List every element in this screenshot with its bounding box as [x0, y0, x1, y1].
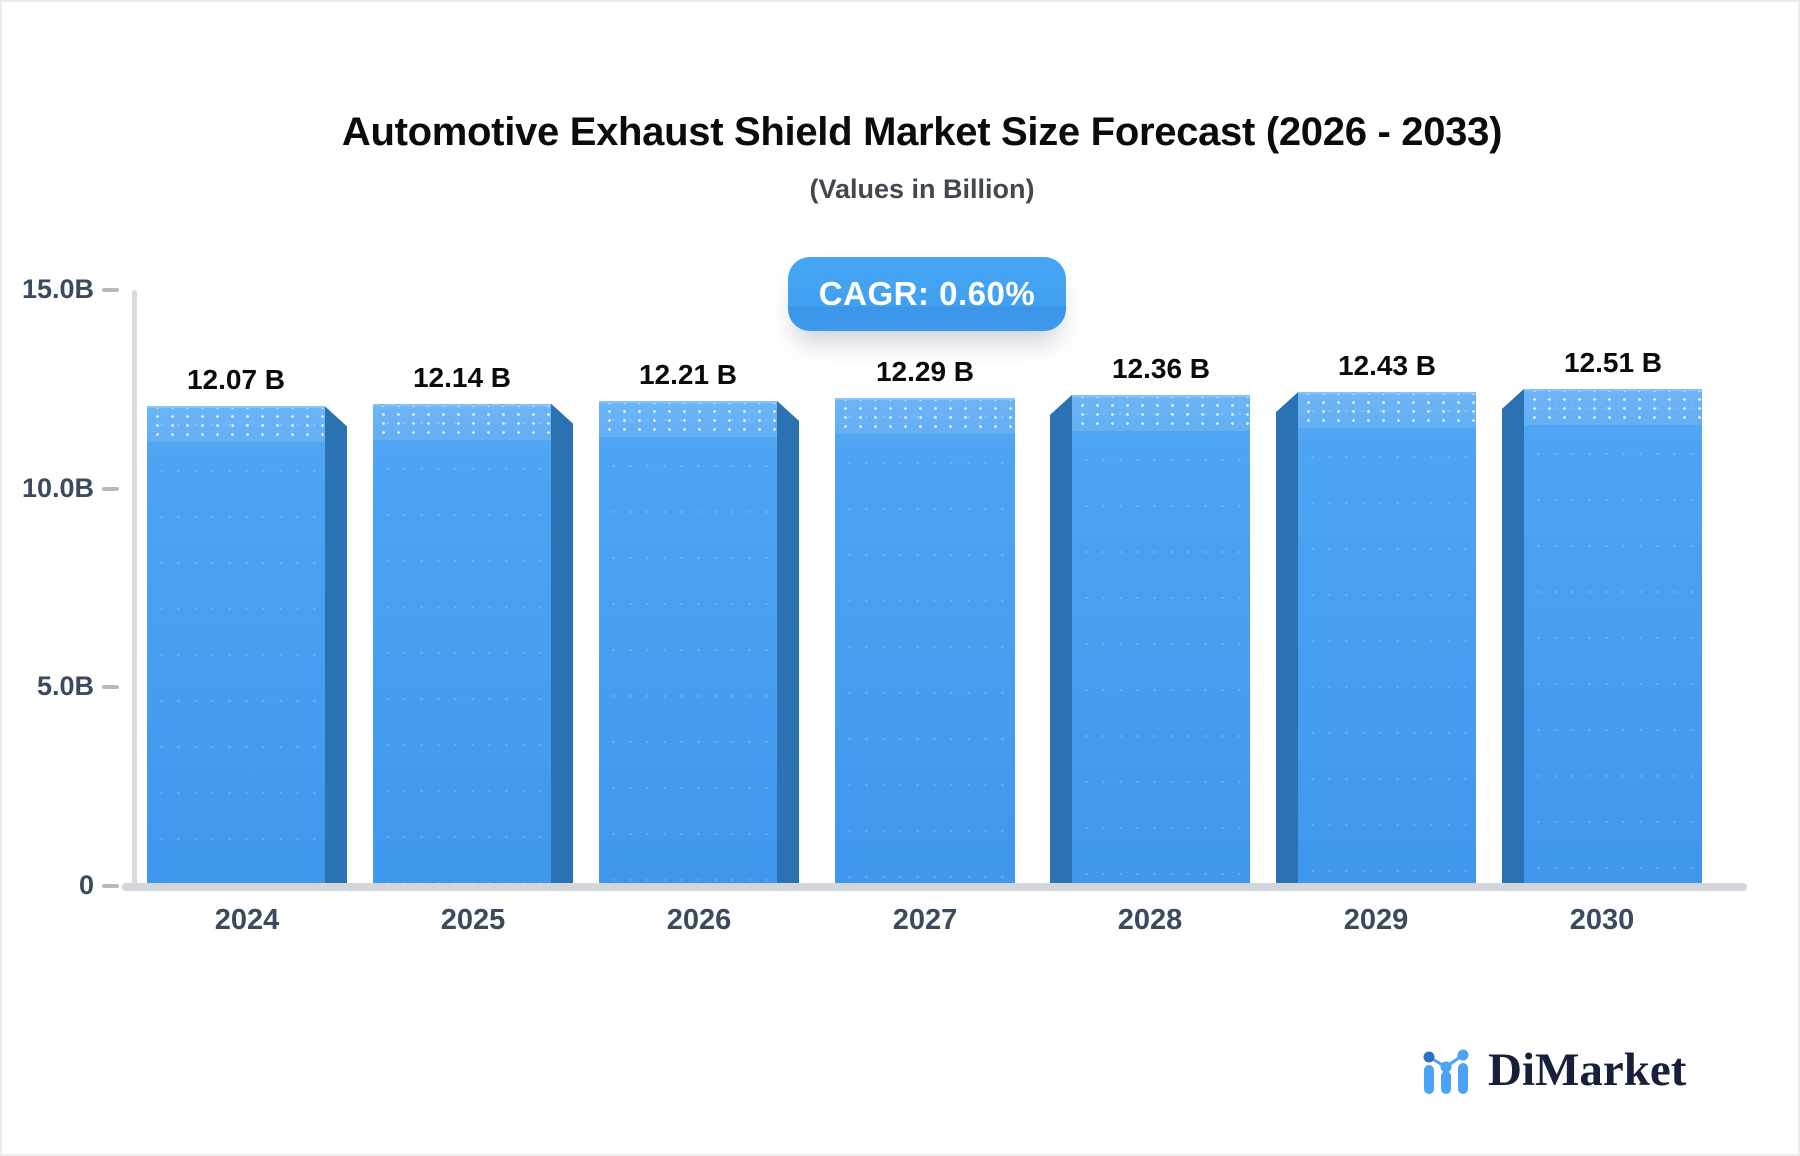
bar-side-face [551, 403, 573, 886]
bar-side-face [1050, 394, 1072, 886]
bar-side-face [777, 400, 799, 886]
bar-value-label: 12.14 B [412, 361, 512, 393]
bar-2028[interactable]: 12.36 B [1050, 353, 1250, 887]
x-axis-baseline [122, 883, 1747, 891]
bar-face [373, 403, 551, 887]
y-tick-mark [102, 884, 119, 888]
x-axis-label-2030: 2030 [1569, 904, 1635, 936]
bar-face [599, 400, 777, 887]
bar-side-face [325, 406, 347, 886]
y-tick-mark [102, 288, 119, 292]
bar-chart-logo-icon [1423, 1049, 1469, 1094]
bar-value-label: 12.43 B [1337, 350, 1437, 382]
brand-logo: DiMarket [1422, 1040, 1686, 1096]
chart-subtitle: (Values in Billion) [809, 174, 1035, 204]
x-axis-label-2026: 2026 [666, 904, 732, 936]
bar-value-label: 12.07 B [186, 364, 286, 396]
bar-face [1072, 394, 1250, 887]
bar-2025[interactable]: 12.14 B [373, 362, 573, 887]
bar-value-label: 12.21 B [638, 358, 738, 390]
x-axis-label-2029: 2029 [1343, 904, 1409, 936]
bar-2029[interactable]: 12.43 B [1276, 350, 1476, 886]
bar-face [1298, 392, 1476, 886]
chart-title: Automotive Exhaust Shield Market Size Fo… [341, 110, 1503, 154]
x-axis-label-2027: 2027 [892, 904, 958, 936]
bar-value-label: 12.29 B [875, 355, 975, 387]
y-tick-label: 5.0B [36, 671, 94, 702]
x-axis-label-2028: 2028 [1117, 904, 1183, 936]
y-tick-label: 15.0B [21, 274, 94, 304]
bar-2026[interactable]: 12.21 B [599, 359, 799, 887]
cagr-badge-label: CAGR: 0.60% [818, 275, 1036, 312]
y-tick-mark [102, 685, 119, 690]
bar-2030[interactable]: 12.51 B [1502, 347, 1702, 887]
bar-face [147, 406, 325, 886]
bar-side-face [1276, 392, 1298, 886]
bar-face [835, 397, 1015, 887]
bar-face [1524, 388, 1702, 887]
bar-value-label: 12.36 B [1111, 352, 1211, 384]
x-axis-label-2024: 2024 [214, 904, 280, 936]
bar-2024[interactable]: 12.07 B [147, 364, 347, 886]
y-tick-label: 0 [78, 870, 94, 900]
bar-side-face [1502, 388, 1524, 886]
y-axis-line [132, 290, 137, 891]
x-axis-label-2025: 2025 [440, 904, 506, 936]
cagr-badge: CAGR: 0.60% [788, 257, 1066, 331]
brand-name: DiMarket [1488, 1044, 1687, 1096]
y-tick-label: 10.0B [21, 472, 94, 503]
y-tick-mark [102, 486, 119, 491]
bar-2027[interactable]: 12.29 B [825, 356, 1025, 887]
bar-value-label: 12.51 B [1563, 346, 1663, 378]
